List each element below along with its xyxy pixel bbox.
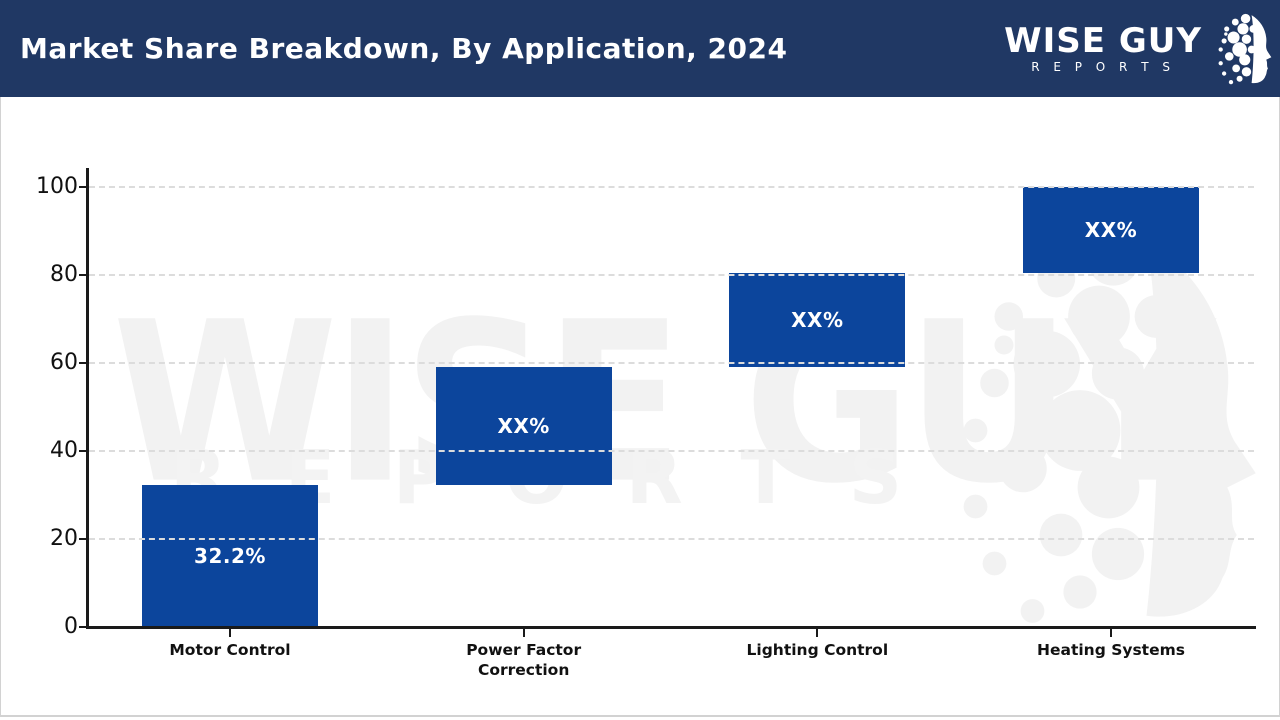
y-tick-label: 80 xyxy=(50,262,78,287)
gridline-40 xyxy=(89,450,1254,452)
gridline-100 xyxy=(89,186,1254,188)
x-tick-2 xyxy=(816,629,819,637)
wise-guy-logo: WISE GUY R E P O R T S xyxy=(1004,6,1274,92)
x-category-label: Motor Control xyxy=(169,641,291,659)
gridline-20 xyxy=(89,538,1254,540)
bar-value-label: 32.2% xyxy=(194,544,266,569)
y-tick-60 xyxy=(79,362,87,364)
y-tick-label: 0 xyxy=(64,614,78,639)
y-tick-label: 100 xyxy=(36,174,78,199)
x-axis-line xyxy=(86,626,1256,629)
x-tick-0 xyxy=(229,629,231,637)
y-tick-label: 60 xyxy=(50,350,78,375)
y-tick-0 xyxy=(79,626,87,628)
logo-text: WISE GUY R E P O R T S xyxy=(1004,20,1202,75)
gridline-60 xyxy=(89,362,1254,364)
y-tick-100 xyxy=(79,186,87,188)
bar-motor-control: 32.2% xyxy=(142,485,318,627)
logo-name: WISE GUY xyxy=(1004,20,1202,61)
bar-value-label: XX% xyxy=(1084,217,1138,242)
y-axis-line xyxy=(86,168,89,629)
y-tick-20 xyxy=(79,538,87,540)
bar-heating-systems: XX% xyxy=(1023,187,1199,273)
x-category-label: Lighting Control xyxy=(746,641,889,659)
gridline-80 xyxy=(89,274,1254,276)
x-tick-1 xyxy=(522,629,525,637)
x-tick-3 xyxy=(1110,629,1112,637)
page-title: Market Share Breakdown, By Application, … xyxy=(20,32,788,65)
y-tick-40 xyxy=(79,450,87,452)
x-category-label: Power Factor Correction xyxy=(466,641,582,680)
y-tick-label: 40 xyxy=(50,438,78,463)
x-category-label: Heating Systems xyxy=(1037,641,1185,659)
watermark-layer: WISE GUY R E P O R T S xyxy=(0,97,1280,717)
header-bar: Market Share Breakdown, By Application, … xyxy=(0,0,1280,97)
bar-lighting-control: XX% xyxy=(729,272,906,367)
bar-power-factor-correction: XX% xyxy=(435,366,612,486)
bar-value-label: XX% xyxy=(791,307,844,332)
y-tick-label: 20 xyxy=(50,526,78,551)
y-tick-80 xyxy=(79,274,87,276)
bar-value-label: XX% xyxy=(497,414,550,439)
logo-subtitle: R E P O R T S xyxy=(1031,60,1175,75)
